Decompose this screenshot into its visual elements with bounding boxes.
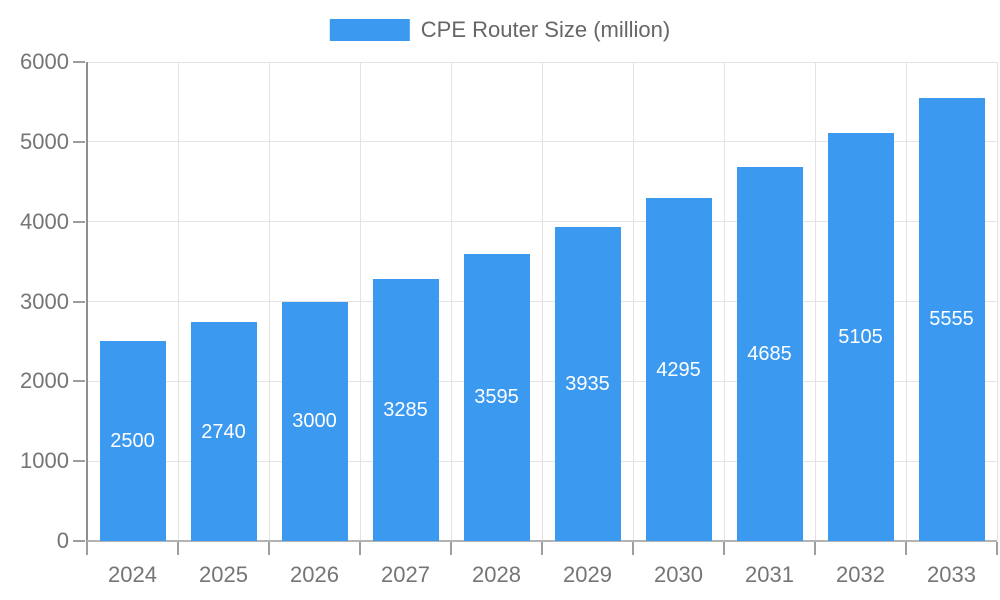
legend-label: CPE Router Size (million) xyxy=(420,17,671,42)
y-tick-label: 1000 xyxy=(20,448,69,474)
x-axis-tick xyxy=(86,542,88,555)
x-tick-label: 2024 xyxy=(108,562,157,587)
bar[interactable] xyxy=(827,133,894,541)
x-tick-label: 2027 xyxy=(381,562,430,587)
x-tick-label: 2028 xyxy=(472,562,521,587)
bar[interactable] xyxy=(645,198,712,541)
y-tick-label: 0 xyxy=(56,528,69,553)
v-gridline xyxy=(359,62,361,541)
v-gridline xyxy=(996,62,998,541)
v-gridline xyxy=(450,62,452,541)
y-tick-label: 5000 xyxy=(20,128,69,154)
y-tick-label: 3000 xyxy=(20,288,69,314)
bar[interactable] xyxy=(190,322,257,541)
bar[interactable] xyxy=(463,253,530,541)
y-axis-tick xyxy=(73,460,85,463)
v-gridline xyxy=(632,62,634,541)
x-axis-tick xyxy=(814,542,816,555)
x-tick-label: 2031 xyxy=(745,562,794,587)
bar[interactable] xyxy=(281,301,348,541)
y-axis-tick xyxy=(73,380,85,383)
y-axis-tick xyxy=(73,540,85,542)
v-gridline xyxy=(541,62,543,541)
v-gridline xyxy=(723,62,725,541)
y-axis-tick xyxy=(73,220,85,223)
x-axis-tick xyxy=(632,542,634,555)
y-axis-tick xyxy=(73,61,85,63)
y-axis-tick xyxy=(73,140,85,143)
x-axis-tick xyxy=(359,542,361,555)
x-axis-tick xyxy=(541,542,543,555)
x-tick-label: 2026 xyxy=(290,562,339,587)
x-axis-tick xyxy=(905,542,907,555)
v-gridline xyxy=(177,62,179,541)
x-tick-label: 2033 xyxy=(927,562,976,587)
bar[interactable] xyxy=(918,97,985,541)
bar[interactable] xyxy=(736,166,803,541)
x-tick-label: 2029 xyxy=(563,562,612,587)
bar[interactable] xyxy=(99,341,166,541)
x-axis-tick xyxy=(450,542,452,555)
x-tick-label: 2030 xyxy=(654,562,703,587)
y-tick-label: 2000 xyxy=(20,368,69,394)
bar[interactable] xyxy=(554,226,621,541)
y-tick-label: 6000 xyxy=(20,49,69,74)
y-tick-label: 4000 xyxy=(20,208,69,234)
x-axis-tick xyxy=(268,542,270,555)
y-axis-line xyxy=(86,62,88,542)
y-axis-tick xyxy=(73,300,85,303)
v-gridline xyxy=(268,62,270,541)
x-tick-label: 2025 xyxy=(199,562,248,587)
x-tick-label: 2032 xyxy=(836,562,885,587)
x-axis-tick xyxy=(996,542,998,555)
legend-item[interactable]: CPE Router Size (million) xyxy=(329,17,671,43)
x-axis-tick xyxy=(177,542,179,555)
bar[interactable] xyxy=(372,278,439,541)
v-gridline xyxy=(905,62,907,541)
legend-swatch xyxy=(329,19,410,41)
x-axis-tick xyxy=(723,542,725,555)
v-gridline xyxy=(814,62,816,541)
x-axis-line xyxy=(87,540,997,542)
